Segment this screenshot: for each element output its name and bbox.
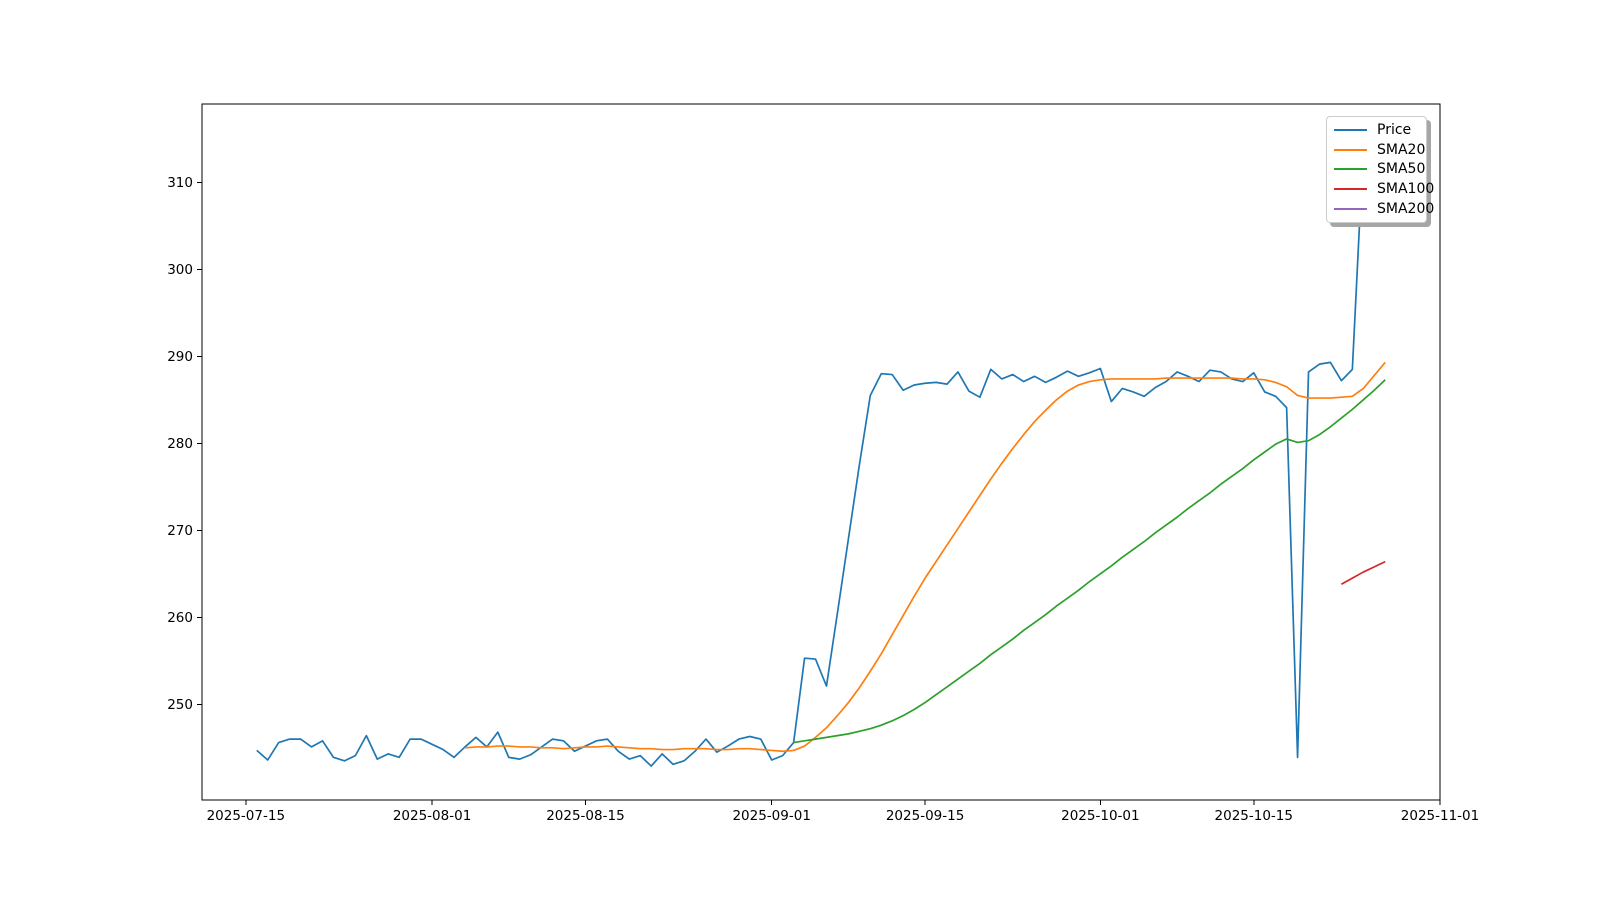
x-tick-label: 2025-08-15 <box>546 808 624 824</box>
legend-item-sma20: SMA20 <box>1334 140 1425 160</box>
x-tick-label: 2025-09-01 <box>732 808 810 824</box>
y-tick-label: 270 <box>167 523 193 539</box>
sma100-line <box>1340 560 1386 585</box>
legend-label: SMA100 <box>1377 181 1435 198</box>
x-tick-label: 2025-08-01 <box>393 808 471 824</box>
x-tick-label: 2025-10-15 <box>1215 808 1293 824</box>
legend-item-price: Price <box>1334 120 1418 140</box>
legend-item-sma50: SMA50 <box>1334 160 1425 180</box>
legend-label: SMA50 <box>1377 161 1426 178</box>
y-tick-label: 260 <box>167 610 193 626</box>
series-group <box>256 125 1386 767</box>
y-tick-label: 290 <box>167 349 193 365</box>
sma50-legend-line-swatch <box>1334 168 1367 171</box>
legend: Price SMA20 SMA50 SMA100 SMA200 <box>1326 116 1434 223</box>
sma20-legend-line-swatch <box>1334 148 1367 151</box>
sma20-line <box>464 361 1386 753</box>
x-tick-label: 2025-10-01 <box>1061 808 1139 824</box>
x-tick-label: 2025-11-01 <box>1401 808 1479 824</box>
legend-item-sma200: SMA200 <box>1334 199 1434 219</box>
y-tick-label: 310 <box>167 175 193 191</box>
price-legend-line-swatch <box>1334 128 1367 131</box>
price-line <box>256 125 1386 767</box>
legend-label: Price <box>1377 121 1412 138</box>
sma200-legend-line-swatch <box>1334 208 1367 211</box>
sma100-legend-line-swatch <box>1334 188 1367 191</box>
legend-label: SMA200 <box>1377 201 1435 218</box>
y-tick-label: 250 <box>167 697 193 713</box>
y-axis: 250 260 270 280 290 300 310 <box>167 175 202 713</box>
plot-border <box>201 103 1441 801</box>
x-axis: 2025-07-15 2025-08-01 2025-08-15 2025-09-01… <box>207 800 1479 824</box>
sma50-line <box>793 379 1386 744</box>
y-tick-label: 300 <box>167 262 193 278</box>
y-tick-label: 280 <box>167 436 193 452</box>
x-tick-label: 2025-09-15 <box>886 808 964 824</box>
legend-item-sma100: SMA100 <box>1334 179 1434 199</box>
legend-label: SMA20 <box>1377 141 1426 158</box>
x-tick-label: 2025-07-15 <box>207 808 285 824</box>
